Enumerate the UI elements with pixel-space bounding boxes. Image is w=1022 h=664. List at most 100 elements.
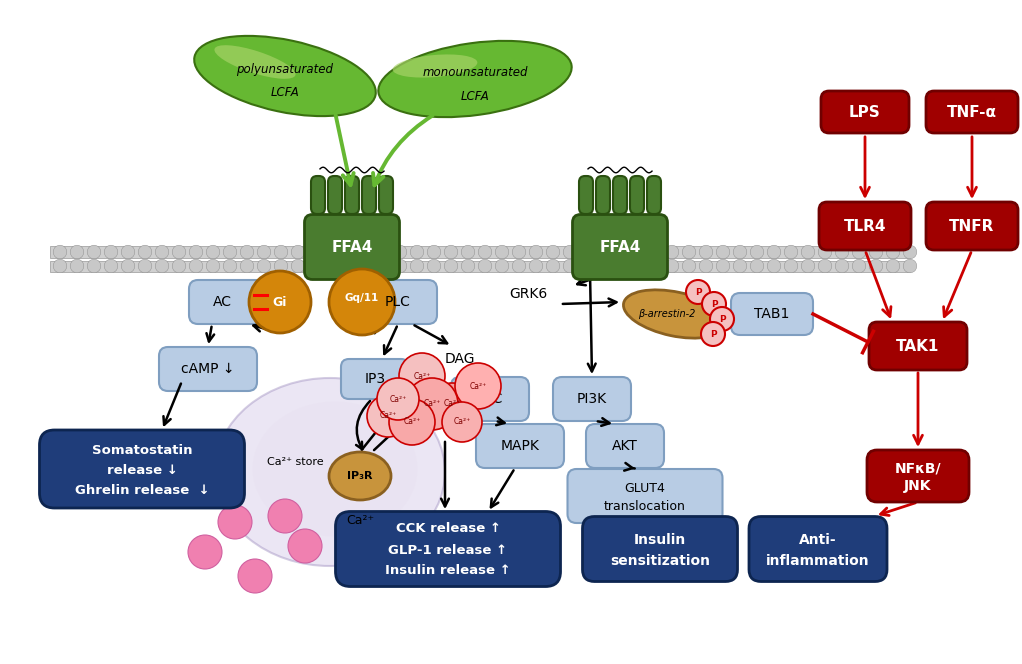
FancyBboxPatch shape	[311, 176, 325, 214]
Circle shape	[852, 259, 866, 273]
Text: Ca²⁺: Ca²⁺	[345, 513, 374, 527]
Circle shape	[665, 245, 679, 259]
Text: LPS: LPS	[849, 104, 881, 120]
FancyBboxPatch shape	[572, 214, 667, 280]
Circle shape	[442, 402, 482, 442]
Text: Ca²⁺: Ca²⁺	[469, 382, 486, 390]
Circle shape	[218, 505, 252, 539]
Circle shape	[716, 245, 730, 259]
Circle shape	[342, 245, 356, 259]
Circle shape	[478, 259, 492, 273]
Text: IP₃R: IP₃R	[347, 471, 373, 481]
FancyBboxPatch shape	[335, 511, 560, 586]
FancyBboxPatch shape	[926, 202, 1018, 250]
Ellipse shape	[215, 45, 295, 79]
Circle shape	[389, 399, 435, 445]
Circle shape	[835, 259, 849, 273]
Circle shape	[427, 245, 440, 259]
Circle shape	[309, 259, 322, 273]
Circle shape	[614, 259, 628, 273]
Circle shape	[399, 353, 445, 399]
FancyBboxPatch shape	[345, 176, 359, 214]
Circle shape	[445, 259, 458, 273]
Text: Insulin: Insulin	[634, 533, 686, 547]
Circle shape	[138, 259, 152, 273]
Circle shape	[886, 259, 899, 273]
Text: AC: AC	[213, 295, 232, 309]
Text: GLP-1 release ↑: GLP-1 release ↑	[388, 544, 508, 556]
Circle shape	[206, 245, 220, 259]
Circle shape	[716, 259, 730, 273]
Circle shape	[648, 259, 662, 273]
Text: Ca²⁺: Ca²⁺	[454, 418, 470, 426]
Circle shape	[733, 245, 747, 259]
Text: Ghrelin release  ↓: Ghrelin release ↓	[75, 483, 210, 497]
Circle shape	[87, 245, 101, 259]
Circle shape	[614, 245, 628, 259]
FancyBboxPatch shape	[926, 91, 1018, 133]
Ellipse shape	[194, 36, 376, 116]
Circle shape	[597, 245, 611, 259]
Circle shape	[431, 383, 473, 425]
Circle shape	[71, 259, 84, 273]
Circle shape	[512, 259, 525, 273]
Text: PLC: PLC	[385, 295, 411, 309]
FancyBboxPatch shape	[630, 176, 644, 214]
Circle shape	[683, 259, 696, 273]
Text: P: P	[695, 288, 701, 297]
Circle shape	[104, 259, 118, 273]
Text: TAK1: TAK1	[896, 339, 939, 353]
Circle shape	[455, 363, 501, 409]
Circle shape	[563, 259, 576, 273]
Circle shape	[784, 259, 798, 273]
Circle shape	[733, 259, 747, 273]
FancyBboxPatch shape	[613, 176, 628, 214]
Circle shape	[580, 259, 594, 273]
FancyBboxPatch shape	[596, 176, 610, 214]
Circle shape	[206, 259, 220, 273]
Text: Ca²⁺: Ca²⁺	[389, 394, 407, 404]
Circle shape	[686, 280, 710, 304]
Text: FFA4: FFA4	[599, 240, 641, 254]
Circle shape	[597, 259, 611, 273]
Circle shape	[189, 259, 202, 273]
Circle shape	[274, 259, 288, 273]
Text: IP3: IP3	[365, 372, 385, 386]
Circle shape	[819, 259, 832, 273]
Circle shape	[249, 271, 311, 333]
Circle shape	[801, 245, 815, 259]
Text: LCFA: LCFA	[461, 90, 490, 102]
Circle shape	[268, 499, 301, 533]
Text: polyunsaturated: polyunsaturated	[236, 62, 333, 76]
Circle shape	[240, 259, 253, 273]
Circle shape	[53, 259, 66, 273]
Circle shape	[238, 559, 272, 593]
Ellipse shape	[252, 402, 418, 537]
Circle shape	[258, 259, 271, 273]
Circle shape	[903, 245, 917, 259]
Circle shape	[869, 259, 883, 273]
Circle shape	[325, 259, 339, 273]
Text: AKT: AKT	[612, 439, 638, 453]
Circle shape	[288, 529, 322, 563]
Circle shape	[376, 259, 389, 273]
Text: P: P	[718, 315, 726, 323]
FancyBboxPatch shape	[359, 280, 437, 324]
Circle shape	[393, 259, 407, 273]
Circle shape	[478, 245, 492, 259]
Ellipse shape	[392, 54, 477, 78]
Circle shape	[710, 307, 734, 331]
FancyBboxPatch shape	[567, 469, 723, 523]
FancyBboxPatch shape	[819, 202, 911, 250]
Circle shape	[427, 259, 440, 273]
Circle shape	[563, 245, 576, 259]
Circle shape	[240, 245, 253, 259]
FancyBboxPatch shape	[451, 377, 529, 421]
Circle shape	[632, 245, 645, 259]
Circle shape	[223, 245, 237, 259]
Text: P: P	[710, 299, 717, 309]
Bar	[50, 260, 910, 272]
FancyBboxPatch shape	[869, 322, 967, 370]
Bar	[50, 246, 910, 258]
Circle shape	[819, 245, 832, 259]
